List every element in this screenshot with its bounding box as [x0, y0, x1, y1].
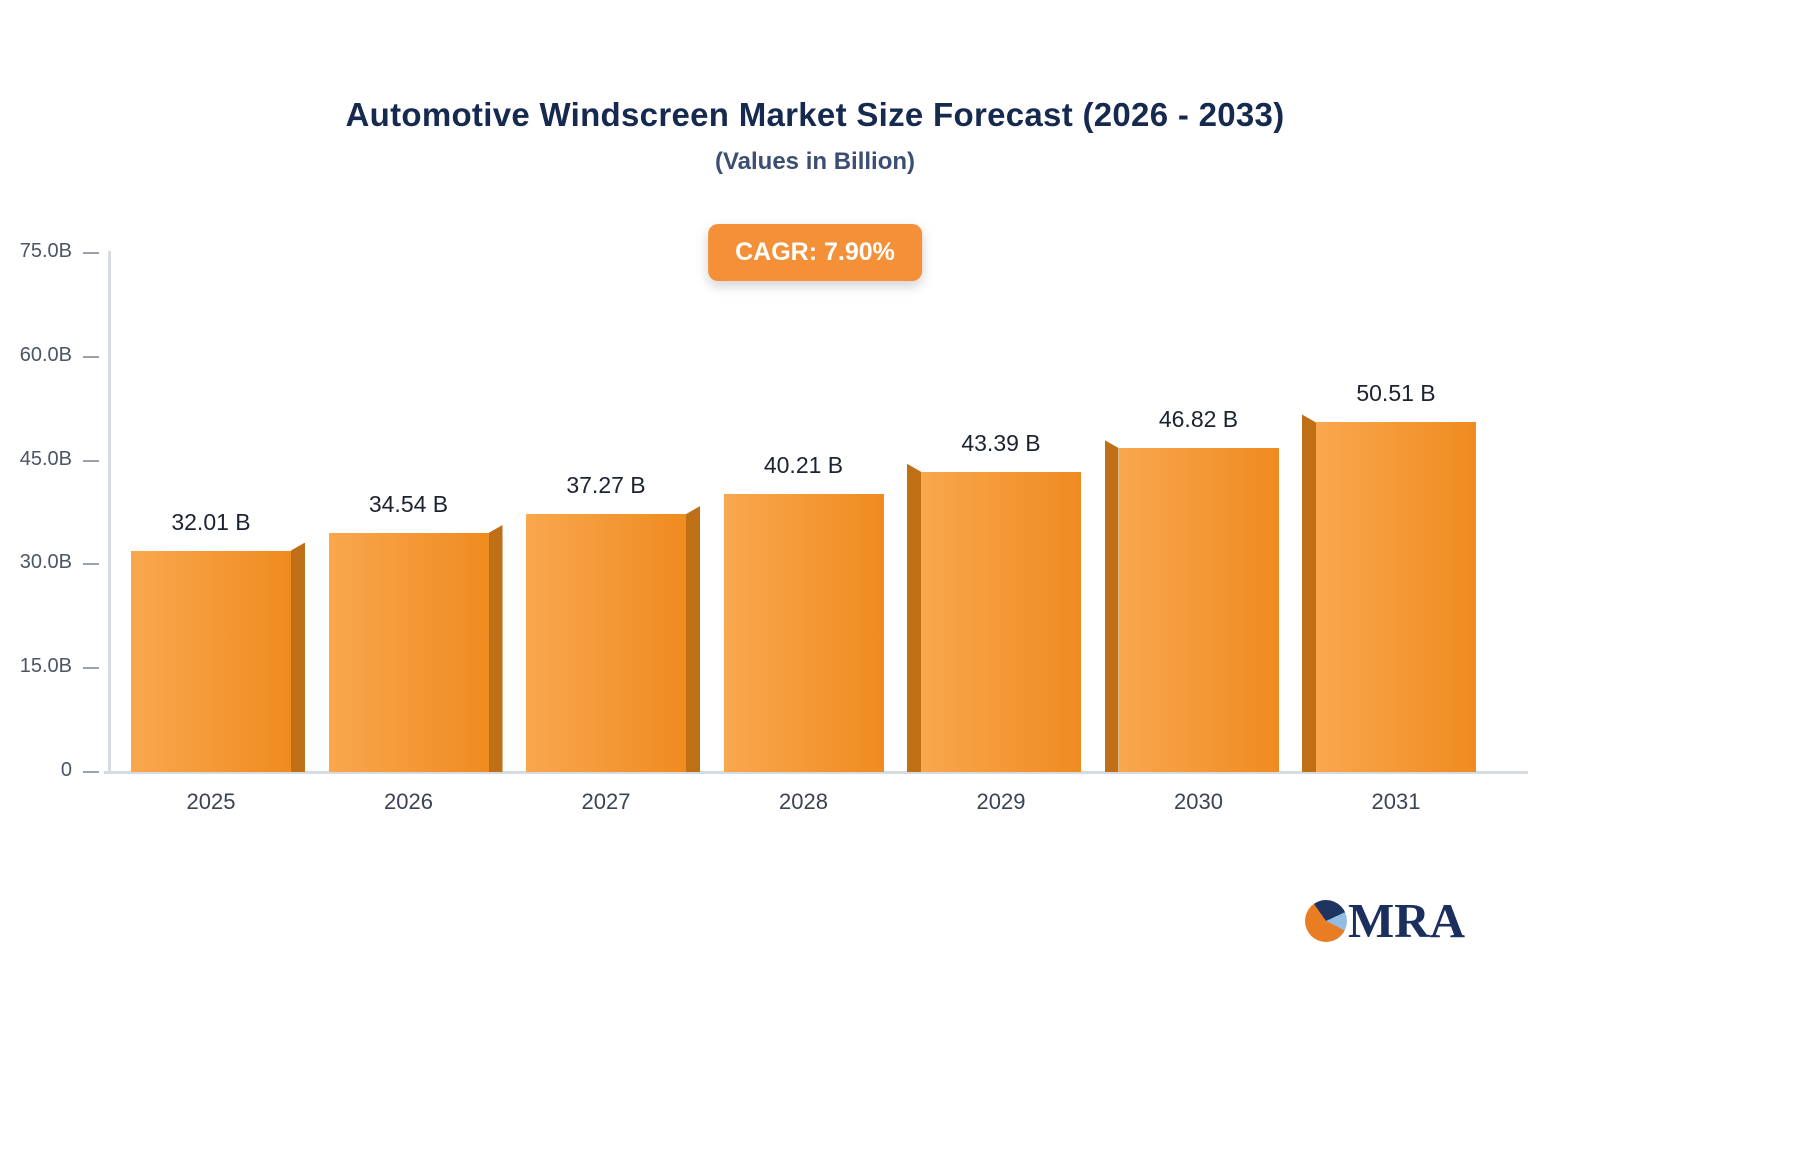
- y-axis-tick: [83, 252, 99, 254]
- bar-2025: [131, 550, 291, 772]
- bar-value-label: 50.51 B: [1356, 380, 1436, 407]
- bar-value-label: 40.21 B: [763, 451, 844, 478]
- mra-logo-pie-icon: [1304, 899, 1347, 942]
- y-axis-tick: [83, 459, 99, 462]
- bar-side-2026: [488, 524, 503, 772]
- x-axis-line: [104, 771, 1528, 774]
- bar-2031: [1316, 422, 1476, 772]
- bar-value-label: 43.39 B: [961, 429, 1041, 456]
- y-axis-tick: [83, 667, 99, 670]
- x-axis-label: 2028: [779, 789, 828, 814]
- bar-value-label: 37.27 B: [566, 472, 646, 499]
- y-axis-line: [108, 251, 111, 774]
- x-axis-label: 2031: [1371, 789, 1421, 814]
- y-axis-label: 60.0B: [19, 343, 72, 366]
- bar-2029: [921, 471, 1081, 772]
- bar-side-2031: [1302, 414, 1316, 772]
- y-axis-tick: [83, 563, 99, 566]
- bar-value-label: 34.54 B: [368, 490, 449, 517]
- y-axis-tick: [83, 355, 99, 358]
- bar-value-label: 46.82 B: [1158, 406, 1239, 433]
- y-axis-tick: [83, 771, 99, 773]
- cagr-badge: CAGR: 7.90%: [708, 224, 922, 281]
- chart-subtitle: (Values in Billion): [714, 148, 916, 175]
- bar-side-2030: [1104, 440, 1119, 772]
- mra-logo: MRA: [1304, 893, 1465, 948]
- y-axis-label: 75.0B: [19, 240, 72, 262]
- bar-side-2027: [686, 506, 700, 772]
- x-axis-label: 2027: [581, 789, 631, 814]
- x-axis-label: 2026: [384, 789, 433, 814]
- bar-2028: [723, 493, 884, 772]
- plot-area: 75.0B 60.0B 45.0B 30.0B 15.0B 0 32.01 B 2025 34.…: [20, 240, 1528, 814]
- bar-2026: [328, 532, 489, 772]
- bar-value-label: 32.01 B: [171, 508, 251, 535]
- y-axis-label: 45.0B: [19, 447, 72, 470]
- y-axis-label: 30.0B: [19, 551, 72, 574]
- bar-side-2029: [907, 463, 921, 772]
- x-axis-label: 2030: [1174, 789, 1223, 814]
- chart-title: Automotive Windscreen Market Size Foreca…: [345, 96, 1285, 133]
- bar-2027: [526, 514, 686, 772]
- y-axis-label: 15.0B: [19, 655, 72, 678]
- bar-side-2025: [291, 542, 305, 772]
- x-axis-label: 2025: [186, 789, 236, 814]
- bar-2030: [1118, 448, 1279, 772]
- x-axis-label: 2029: [976, 789, 1026, 814]
- y-axis-label: 0: [60, 759, 72, 781]
- mra-logo-text: MRA: [1347, 893, 1465, 948]
